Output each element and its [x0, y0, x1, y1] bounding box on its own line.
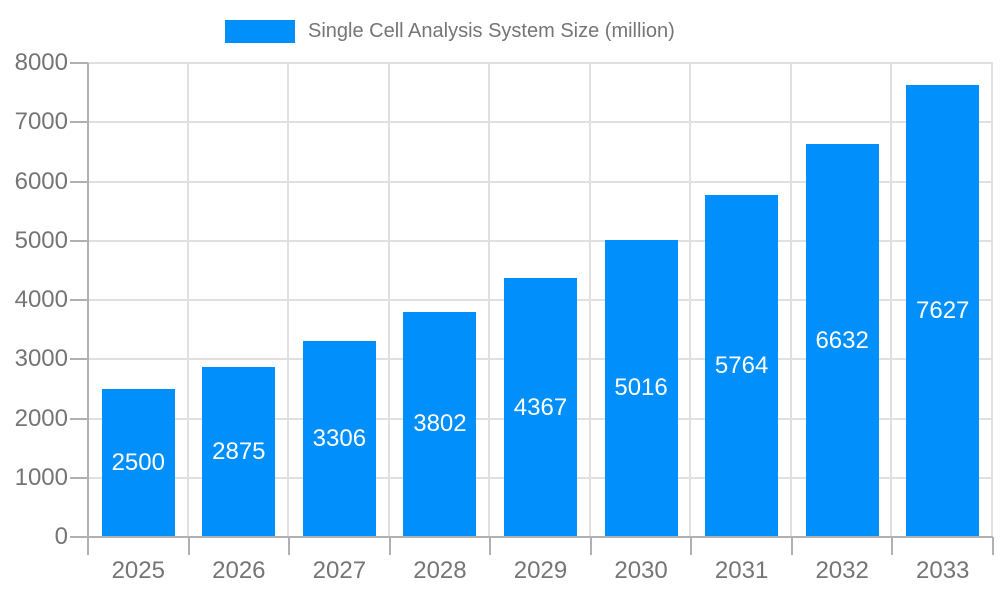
- x-axis-tick: [489, 537, 492, 555]
- bar-value-label: 3306: [312, 425, 367, 453]
- x-gridline: [588, 63, 591, 537]
- x-axis-label: 2032: [815, 557, 869, 584]
- bar[interactable]: 7627: [906, 85, 980, 537]
- y-axis-label: 4000: [14, 286, 68, 313]
- bar[interactable]: 2875: [202, 366, 276, 537]
- x-axis-label: 2027: [312, 557, 367, 584]
- x-gridline: [186, 63, 189, 537]
- bar-value-label: 2875: [212, 437, 266, 465]
- x-axis-tick: [288, 537, 291, 555]
- y-axis-label: 2000: [14, 404, 68, 432]
- y-gridline: [88, 180, 993, 183]
- x-gridline: [890, 63, 893, 537]
- x-axis-label: 2029: [513, 557, 568, 584]
- y-axis-tick: [70, 476, 88, 479]
- bar[interactable]: 4367: [504, 278, 577, 537]
- y-axis-line: [87, 63, 89, 555]
- legend-item[interactable]: Single Cell Analysis System Size (millio…: [225, 20, 675, 43]
- legend-label: Single Cell Analysis System Size (millio…: [308, 20, 675, 42]
- bar[interactable]: 5016: [604, 239, 678, 537]
- bar-value-label: 4367: [513, 393, 568, 421]
- x-axis-label: 2028: [413, 557, 467, 584]
- x-axis-label: 2030: [614, 557, 668, 584]
- y-axis-label: 7000: [14, 108, 68, 136]
- x-axis-tick: [187, 537, 190, 555]
- bar-value-label: 2500: [111, 448, 165, 476]
- bar-value-label: 5016: [614, 374, 668, 402]
- bar-value-label: 5764: [714, 352, 769, 380]
- x-axis-line: [88, 536, 993, 538]
- y-axis-tick: [70, 180, 88, 183]
- bar[interactable]: 3802: [403, 311, 477, 537]
- y-axis-tick: [70, 417, 88, 420]
- bar-value-label: 7627: [916, 297, 970, 325]
- y-axis-tick: [70, 299, 88, 301]
- y-gridline: [88, 121, 993, 124]
- y-axis-label: 8000: [14, 49, 68, 76]
- x-axis-label: 2031: [714, 557, 769, 584]
- y-axis-label: 5000: [14, 226, 68, 254]
- bar[interactable]: 6632: [805, 144, 879, 537]
- x-axis-tick: [891, 537, 894, 555]
- x-gridline: [991, 63, 993, 537]
- x-axis-label: 2025: [111, 557, 165, 584]
- y-axis-tick: [70, 239, 88, 242]
- x-axis-tick: [992, 537, 994, 555]
- x-axis-label: 2033: [916, 557, 970, 584]
- y-axis-tick: [70, 121, 88, 124]
- y-axis-tick: [70, 62, 88, 64]
- x-gridline: [789, 63, 792, 537]
- x-axis-label: 2026: [212, 557, 266, 584]
- x-axis-tick: [790, 537, 793, 555]
- y-axis-tick: [70, 536, 88, 538]
- y-axis-label: 3000: [14, 345, 68, 373]
- x-gridline: [689, 63, 692, 537]
- y-gridline: [88, 239, 993, 242]
- y-axis-label: 0: [54, 523, 68, 550]
- bar[interactable]: 2500: [101, 388, 175, 537]
- x-axis-tick: [690, 537, 693, 555]
- legend-swatch-icon: [225, 20, 295, 43]
- x-gridline: [287, 63, 290, 537]
- y-axis-tick: [70, 358, 88, 361]
- x-gridline: [488, 63, 491, 537]
- x-axis-tick: [388, 537, 391, 555]
- y-axis-label: 1000: [14, 463, 68, 491]
- y-gridline: [88, 62, 993, 64]
- x-axis-tick: [589, 537, 592, 555]
- y-axis-label: 6000: [14, 167, 68, 195]
- bar[interactable]: 5764: [705, 195, 779, 537]
- bar-value-label: 3802: [413, 410, 467, 438]
- x-gridline: [387, 63, 390, 537]
- bar-value-label: 6632: [815, 326, 869, 354]
- bar[interactable]: 3306: [302, 341, 376, 537]
